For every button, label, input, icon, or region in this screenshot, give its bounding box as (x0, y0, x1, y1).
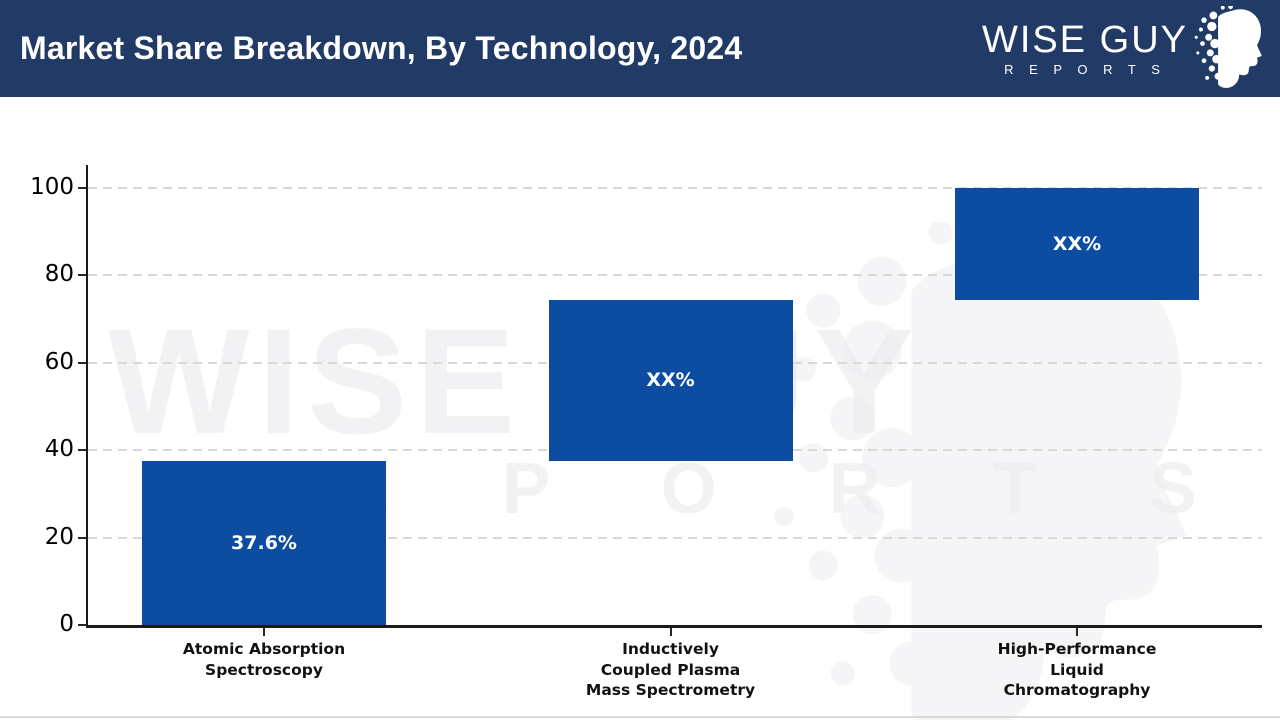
category-label: Inductively Coupled Plasma Mass Spectromet… (476, 639, 866, 701)
page-title: Market Share Breakdown, By Technology, 2… (20, 30, 743, 66)
y-tick-label: 80 (44, 261, 74, 287)
y-tick-mark (78, 624, 87, 626)
x-axis-line (86, 625, 1262, 628)
y-tick-mark (78, 361, 87, 364)
y-tick-mark (78, 186, 87, 189)
category-label-line: Atomic Absorption (182, 640, 346, 658)
bar-value-label: XX% (1052, 232, 1102, 255)
category-label-line: Spectroscopy (205, 660, 323, 679)
bar-value-label: XX% (646, 369, 695, 392)
y-tick-label: 0 (59, 611, 74, 637)
bar-value-label: 37.6% (231, 531, 297, 554)
category-label: High-Performance Liquid Chromatography (882, 639, 1272, 701)
x-tick-mark (669, 628, 672, 636)
bottom-divider (0, 716, 1280, 718)
header-bar: Market Share Breakdown, By Technology, 2… (0, 0, 1280, 97)
gridline (88, 186, 1262, 189)
logo-head-icon (1194, 6, 1262, 88)
y-tick-mark (78, 536, 87, 539)
x-tick-mark (263, 628, 265, 636)
category-label-line: Mass Spectrometry (585, 681, 756, 699)
logo-wordmark: WISE GUY (981, 19, 1188, 62)
bar: 37.6% (142, 460, 386, 625)
category-label: Atomic Absorption Spectroscopy (69, 639, 459, 680)
y-tick-label: 40 (44, 436, 74, 462)
logo-text: WISE GUY R E P O R T S (981, 19, 1188, 77)
y-tick-label: 60 (44, 348, 74, 375)
category-label-line: Coupled Plasma (600, 660, 741, 679)
category-label-line: High-Performance (997, 640, 1157, 658)
gridline (88, 274, 1262, 276)
y-tick-label: 20 (44, 523, 74, 550)
bar: XX% (548, 300, 793, 461)
x-tick-mark (1076, 628, 1078, 636)
y-axis-line (86, 165, 88, 627)
category-label-line: Liquid (1050, 660, 1104, 679)
y-tick-mark (78, 274, 87, 276)
category-label-line: Chromatography (1003, 681, 1151, 699)
wiseguy-logo: WISE GUY R E P O R T S (982, 4, 1268, 94)
y-tick-label: 100 (30, 173, 74, 200)
gridline (88, 536, 1262, 539)
y-tick-mark (78, 449, 87, 451)
category-label-line: Inductively (622, 640, 719, 658)
logo-subtext: R E P O R T S (1004, 61, 1166, 77)
bar: XX% (955, 187, 1199, 301)
